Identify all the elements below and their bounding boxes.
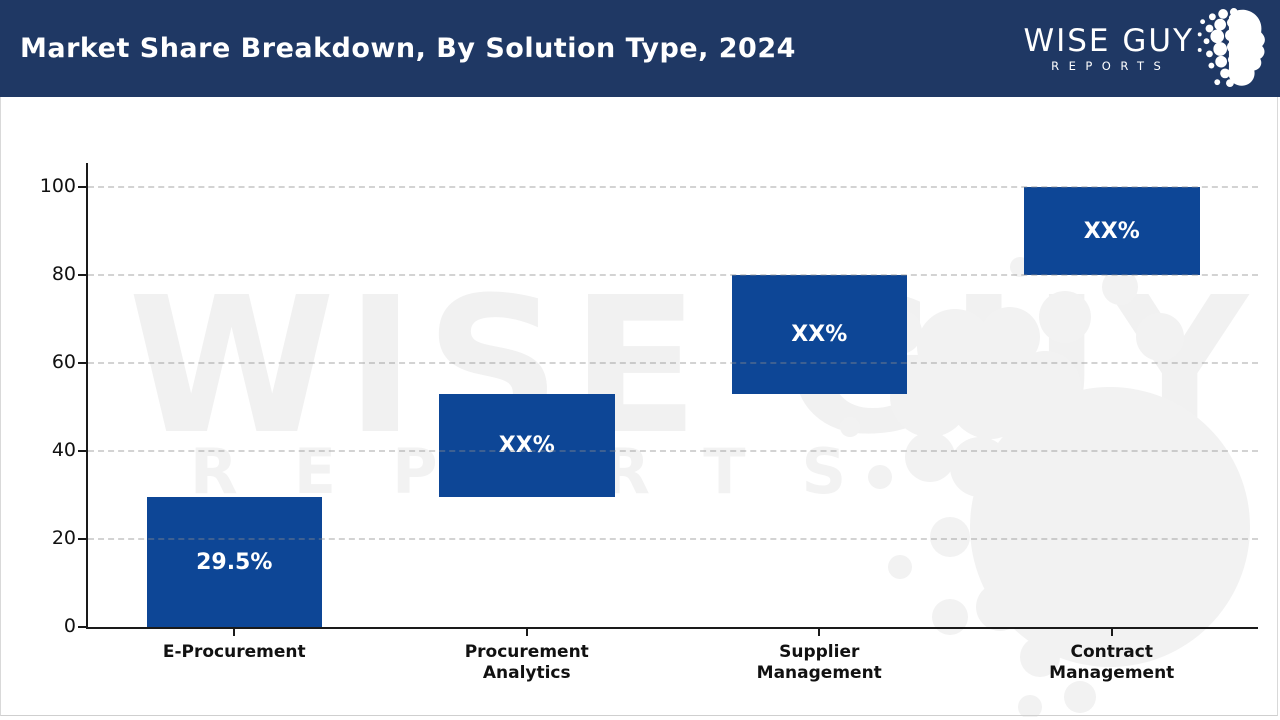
x-axis-label-e-procurement: E-Procurement	[162, 642, 306, 662]
wise-guy-logo: WISE GUY REPORTS	[1014, 6, 1266, 92]
x-tick-mark	[1110, 629, 1113, 636]
logo-tagline: REPORTS	[1051, 59, 1171, 74]
waterfall-chart: 29.5% E-Procurement XX% Procurement Analyti…	[40, 163, 1258, 683]
bar-contract-management: XX%	[1024, 187, 1200, 275]
x-tick-mark	[525, 629, 528, 636]
gridline-80	[88, 274, 1258, 276]
bar-procurement-analytics: XX%	[439, 393, 615, 498]
header-bar: Market Share Breakdown, By Solution Type…	[0, 0, 1280, 97]
y-tick-mark	[78, 538, 86, 540]
gridline-40	[88, 450, 1258, 452]
x-axis-label-contract-management: Contract Management	[1049, 642, 1175, 684]
logo-text: WISE GUY REPORTS	[1023, 25, 1194, 74]
x-axis-label-supplier-management: Supplier Management	[756, 642, 882, 684]
logo-name: WISE GUY	[1023, 22, 1194, 59]
y-tick-mark	[78, 450, 86, 452]
bar-e-procurement: 29.5%	[146, 497, 322, 627]
background-watermark: WISE GUY REPORTS	[0, 97, 1280, 717]
y-axis-label-40: 40	[51, 439, 76, 461]
x-axis-line	[86, 627, 1258, 629]
y-axis-label-80: 80	[51, 263, 76, 285]
x-tick-mark	[818, 629, 821, 636]
y-tick-mark	[78, 274, 86, 276]
bar-value-label: XX%	[498, 432, 555, 458]
y-axis-label-20: 20	[51, 527, 76, 549]
gridline-60	[88, 362, 1258, 364]
bar-value-label: XX%	[791, 321, 848, 347]
gridline-100	[88, 186, 1258, 188]
y-axis-label-0: 0	[63, 615, 76, 637]
x-tick-mark	[233, 629, 236, 636]
bar-value-label: XX%	[1083, 218, 1140, 244]
x-axis-label-procurement-analytics: Procurement Analytics	[464, 642, 589, 684]
y-axis-line	[86, 163, 88, 629]
y-axis-label-100: 100	[39, 175, 76, 197]
y-tick-mark	[78, 186, 86, 188]
y-tick-mark	[78, 626, 86, 628]
y-axis-label-60: 60	[51, 351, 76, 373]
page-title: Market Share Breakdown, By Solution Type…	[20, 33, 796, 64]
bar-value-label: 29.5%	[196, 549, 273, 575]
dotted-head-icon	[1197, 8, 1265, 88]
gridline-20	[88, 538, 1258, 540]
y-tick-mark	[78, 362, 86, 364]
bar-supplier-management: XX%	[731, 275, 907, 394]
